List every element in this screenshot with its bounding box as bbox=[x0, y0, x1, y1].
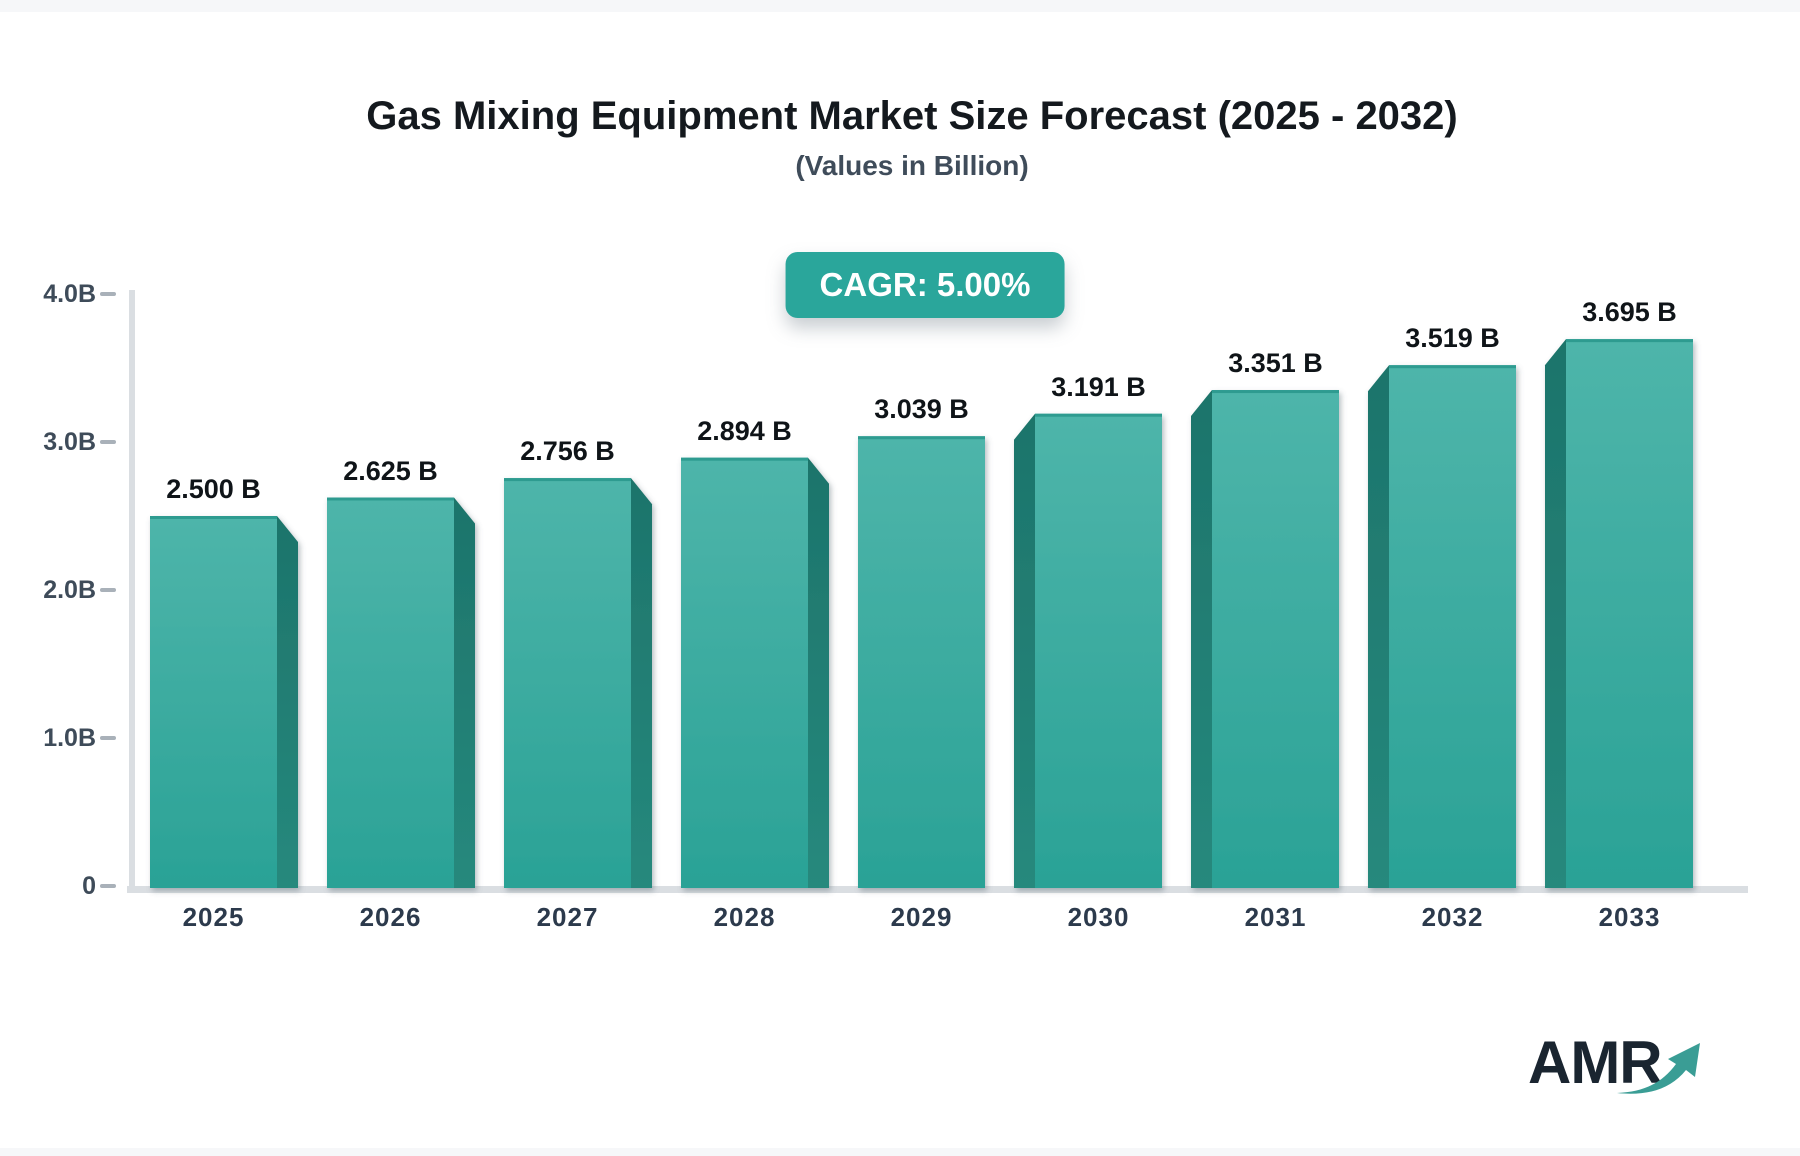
bar-front-face bbox=[858, 436, 985, 888]
bar-top-edge bbox=[1389, 365, 1516, 369]
x-axis-label: 2025 bbox=[182, 902, 245, 932]
y-axis-label: 2.0B bbox=[43, 576, 96, 604]
bar-top-edge bbox=[1212, 390, 1339, 394]
bar-2031[interactable] bbox=[1191, 390, 1339, 888]
bar-side-face bbox=[1545, 339, 1566, 888]
bar-side-face bbox=[277, 516, 298, 888]
y-axis-line bbox=[129, 290, 135, 886]
bar-2027[interactable] bbox=[504, 478, 652, 888]
bar-front-face bbox=[504, 478, 631, 888]
y-axis-label: 3.0B bbox=[43, 428, 96, 456]
y-tick-mark bbox=[100, 440, 116, 444]
bar-value-label: 2.625 B bbox=[343, 455, 438, 486]
bar-value-label: 3.351 B bbox=[1228, 348, 1323, 379]
bar-2026[interactable] bbox=[327, 497, 475, 889]
bar-top-edge bbox=[681, 457, 808, 461]
bar-front-face bbox=[1212, 390, 1339, 888]
bar-side-face bbox=[631, 478, 652, 888]
x-axis-line bbox=[127, 886, 1748, 893]
bar-front-face bbox=[327, 497, 454, 888]
bar-value-label: 2.500 B bbox=[166, 474, 261, 504]
bar-side-face bbox=[808, 457, 829, 888]
bar-value-label: 3.695 B bbox=[1582, 297, 1677, 328]
bar-side-face bbox=[1191, 390, 1212, 888]
y-tick-mark bbox=[100, 588, 116, 592]
y-tick-mark bbox=[100, 292, 116, 296]
x-axis-label: 2029 bbox=[890, 902, 953, 932]
bar-value-label: 2.756 B bbox=[520, 436, 615, 467]
x-axis-label: 2032 bbox=[1421, 902, 1484, 932]
bar-2033[interactable] bbox=[1545, 339, 1693, 888]
bar-top-edge bbox=[150, 516, 277, 519]
bar-value-label: 3.039 B bbox=[874, 394, 969, 425]
bar-value-label: 3.519 B bbox=[1405, 323, 1500, 354]
bar-front-face bbox=[1389, 365, 1516, 888]
bar-value-label: 3.191 B bbox=[1051, 371, 1146, 402]
bar-top-edge bbox=[858, 436, 985, 440]
bar-top-edge bbox=[504, 478, 631, 482]
y-axis-label: 0 bbox=[82, 872, 96, 900]
bar-2030[interactable] bbox=[1014, 413, 1162, 888]
amr-logo-text: AMR bbox=[1528, 1029, 1663, 1096]
y-tick-mark bbox=[100, 884, 116, 888]
bar-side-face bbox=[1014, 413, 1035, 888]
amr-logo: AMR bbox=[1528, 1028, 1728, 1112]
bar-top-edge bbox=[1035, 413, 1162, 417]
chart-subtitle: (Values in Billion) bbox=[795, 150, 1029, 181]
bar-2025[interactable] bbox=[150, 516, 298, 888]
x-axis-label: 2033 bbox=[1598, 902, 1661, 932]
bar-side-face bbox=[454, 497, 475, 888]
bar-top-edge bbox=[327, 497, 454, 501]
bar-top-edge bbox=[1566, 339, 1693, 343]
bar-value-label: 2.894 B bbox=[697, 415, 792, 446]
bar-2029[interactable] bbox=[858, 436, 985, 888]
y-axis-label: 4.0B bbox=[43, 280, 96, 308]
bar-front-face bbox=[1566, 339, 1693, 888]
bar-side-face bbox=[1368, 365, 1389, 888]
x-axis-label: 2027 bbox=[536, 902, 599, 932]
y-axis-label: 1.0B bbox=[43, 724, 96, 752]
x-axis-label: 2031 bbox=[1244, 902, 1307, 932]
growth-arrow-icon bbox=[1617, 1043, 1700, 1094]
bar-2028[interactable] bbox=[681, 457, 829, 888]
cagr-badge: CAGR: 5.00% bbox=[785, 252, 1065, 318]
x-axis-label: 2030 bbox=[1067, 902, 1130, 932]
chart-title: Gas Mixing Equipment Market Size Forecas… bbox=[366, 94, 1458, 138]
x-axis-label: 2026 bbox=[359, 902, 422, 932]
x-axis-label: 2028 bbox=[713, 902, 776, 932]
y-tick-mark bbox=[100, 736, 116, 740]
bar-front-face bbox=[681, 457, 808, 888]
bar-front-face bbox=[150, 516, 277, 888]
bar-2032[interactable] bbox=[1368, 365, 1516, 888]
bar-front-face bbox=[1035, 413, 1162, 888]
